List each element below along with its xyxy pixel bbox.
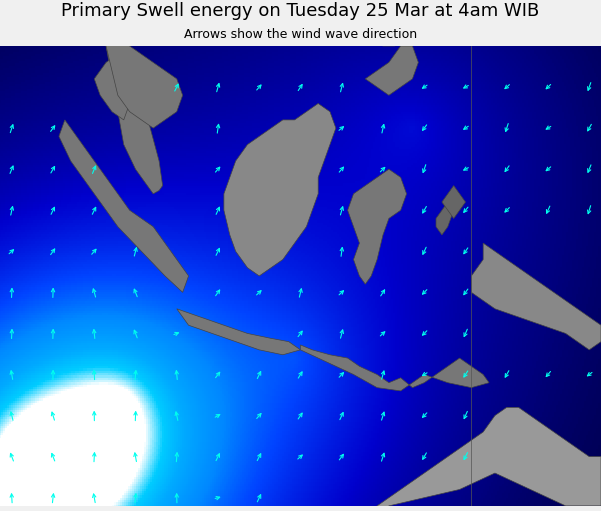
Polygon shape (353, 21, 401, 46)
Polygon shape (106, 38, 183, 128)
Polygon shape (365, 46, 418, 95)
Polygon shape (471, 243, 601, 350)
Text: Primary Swell energy on Tuesday 25 Mar at 4am WIB: Primary Swell energy on Tuesday 25 Mar a… (61, 3, 540, 20)
Polygon shape (259, 407, 601, 511)
Polygon shape (347, 169, 406, 284)
Polygon shape (442, 185, 466, 219)
Text: Arrows show the wind wave direction: Arrows show the wind wave direction (184, 28, 417, 41)
Polygon shape (59, 120, 189, 292)
Polygon shape (94, 54, 141, 120)
Polygon shape (106, 46, 163, 194)
Polygon shape (177, 309, 300, 355)
Polygon shape (436, 202, 454, 235)
Polygon shape (300, 345, 489, 391)
Polygon shape (224, 104, 336, 276)
